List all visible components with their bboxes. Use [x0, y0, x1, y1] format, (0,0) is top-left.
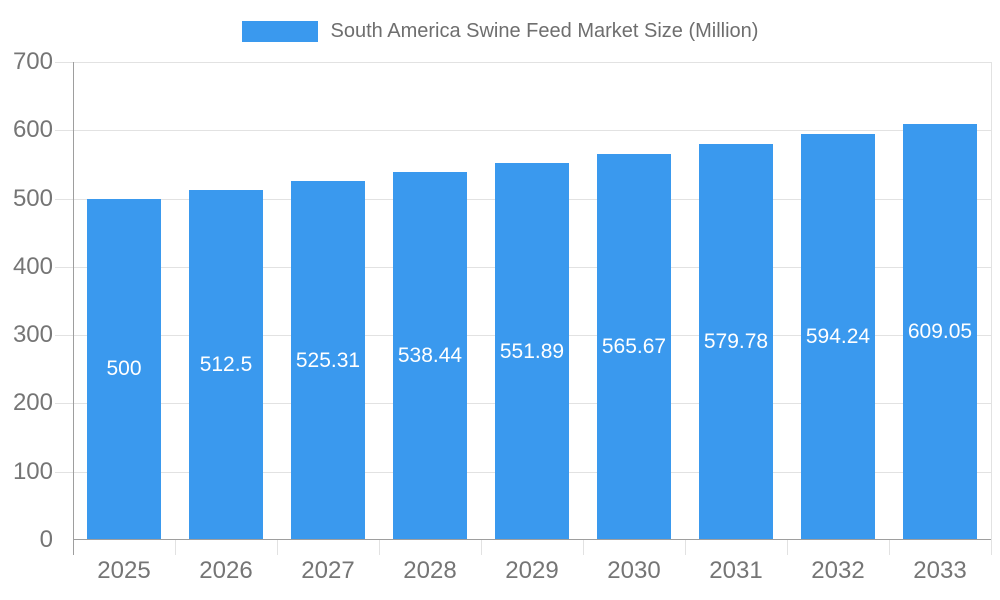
bar[interactable]: 594.24 [801, 134, 875, 540]
bar-value-label: 594.24 [805, 325, 871, 349]
x-axis-label: 2026 [199, 557, 253, 584]
legend: South America Swine Feed Market Size (Mi… [0, 20, 1000, 43]
y-axis-label: 0 [39, 526, 53, 553]
bar-value-label: 551.89 [499, 339, 565, 363]
x-axis-tick [889, 540, 890, 555]
y-axis-label: 400 [12, 252, 53, 280]
x-axis-label: 2033 [913, 557, 967, 584]
bar[interactable]: 609.05 [903, 124, 977, 540]
legend-swatch[interactable] [241, 21, 318, 42]
x-axis-label: 2025 [97, 557, 151, 584]
x-axis-label: 2028 [403, 557, 457, 584]
x-axis-tick [277, 540, 278, 555]
bar-value-label: 512.5 [199, 353, 253, 377]
x-axis-tick [378, 540, 380, 555]
y-axis-label: 100 [12, 457, 53, 485]
x-axis-tick [583, 540, 584, 555]
x-axis-label: 2030 [607, 557, 661, 584]
bar[interactable]: 512.5 [188, 190, 263, 540]
x-axis-tick [684, 540, 686, 555]
x-axis-tick [991, 540, 992, 555]
gridline [55, 62, 991, 63]
bar-value-label: 538.44 [397, 344, 463, 368]
x-axis-label: 2032 [811, 557, 865, 584]
bar[interactable]: 551.89 [495, 163, 569, 540]
x-axis-tick [481, 540, 482, 555]
bar[interactable]: 525.31 [291, 181, 365, 540]
x-axis-label: 2029 [505, 557, 559, 584]
bar-value-label: 565.67 [601, 334, 667, 358]
y-axis-line [73, 62, 74, 555]
y-axis-label: 500 [12, 184, 53, 212]
y-axis-label: 300 [12, 321, 53, 349]
plot-area: 0 100 200 300 400 500 600 700 500 2025 512.5 2026 52… [13, 50, 992, 583]
y-axis-label: 600 [12, 116, 53, 144]
y-axis-label: 700 [12, 48, 53, 75]
x-axis-label: 2027 [301, 557, 355, 584]
bar[interactable]: 579.78 [699, 144, 773, 540]
x-axis-tick [787, 540, 788, 555]
bar-value-label: 500 [106, 357, 142, 381]
x-axis-line [73, 539, 991, 540]
bar-value-label: 579.78 [703, 330, 769, 354]
bar[interactable]: 500 [87, 198, 161, 540]
x-axis-label: 2031 [709, 557, 763, 584]
bar-value-label: 525.31 [295, 348, 361, 372]
gridline [55, 130, 991, 132]
y-axis-label: 200 [12, 389, 53, 417]
x-axis-tick [175, 540, 176, 555]
bar[interactable]: 538.44 [393, 172, 467, 540]
legend-label[interactable]: South America Swine Feed Market Size (Mi… [330, 20, 759, 42]
bar[interactable]: 565.67 [597, 153, 671, 540]
bar-value-label: 609.05 [907, 320, 973, 344]
